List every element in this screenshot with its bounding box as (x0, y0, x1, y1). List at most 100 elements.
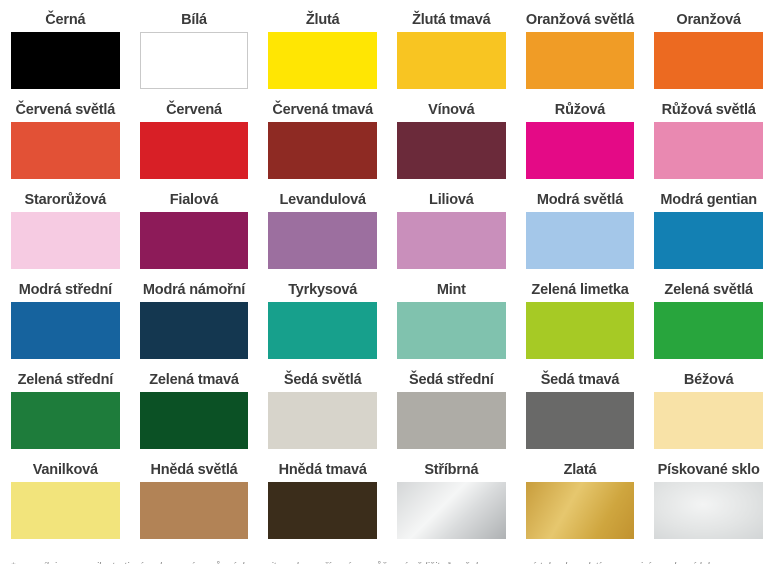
color-swatch (11, 482, 120, 539)
disclaimer-footnote: * vzorník je pouze ilustrativní, zobraze… (11, 561, 763, 564)
swatch-cell: Modrá gentian (654, 184, 763, 269)
swatch-cell: Šedá střední (396, 364, 506, 449)
color-swatch (654, 212, 763, 269)
swatch-label: Oranžová světlá (525, 12, 635, 28)
swatch-label: Modrá námořní (142, 282, 246, 298)
swatch-cell: Liliová (396, 184, 506, 269)
swatch-label: Béžová (683, 372, 734, 388)
swatch-cell: Červená (139, 94, 249, 179)
color-swatch (654, 122, 763, 179)
swatch-cell: Červená světlá (11, 94, 120, 179)
color-swatch (11, 302, 120, 359)
color-swatch (268, 212, 377, 269)
color-swatch (268, 122, 377, 179)
swatch-cell: Levandulová (268, 184, 377, 269)
color-swatch (268, 32, 377, 89)
color-swatch (268, 392, 377, 449)
color-swatch (268, 302, 377, 359)
swatch-label: Zelená limetka (531, 282, 629, 298)
swatch-label: Červená tmavá (272, 102, 373, 118)
color-swatch (139, 302, 249, 359)
swatch-cell: Oranžová (654, 4, 763, 89)
swatch-label: Žlutá (305, 12, 340, 28)
swatch-label: Žlutá tmavá (412, 12, 491, 28)
color-swatch (654, 392, 763, 449)
swatch-label: Hnědá světlá (150, 462, 238, 478)
swatch-cell: Růžová (525, 94, 635, 179)
swatch-label: Starorůžová (24, 192, 107, 208)
swatch-cell: Hnědá světlá (139, 454, 249, 539)
swatch-label: Černá (45, 12, 86, 28)
swatch-cell: Tyrkysová (268, 274, 377, 359)
swatch-label: Modrá střední (18, 282, 112, 298)
color-swatch (11, 32, 120, 89)
color-swatch (525, 122, 635, 179)
swatch-label: Liliová (429, 192, 474, 208)
color-swatch (396, 302, 506, 359)
swatch-label: Vanilková (32, 462, 98, 478)
swatch-label: Mint (436, 282, 466, 298)
swatch-cell: Mint (396, 274, 506, 359)
color-swatch (654, 482, 763, 539)
color-swatch (654, 302, 763, 359)
swatch-cell: Červená tmavá (268, 94, 377, 179)
color-swatch (139, 212, 249, 269)
color-swatch (139, 392, 249, 449)
color-swatch (11, 392, 120, 449)
swatch-cell: Vínová (396, 94, 506, 179)
color-swatch (396, 392, 506, 449)
color-swatch (11, 122, 120, 179)
swatch-label: Červená (166, 102, 222, 118)
color-swatch (396, 32, 506, 89)
color-swatch (654, 32, 763, 89)
swatch-cell: Modrá světlá (525, 184, 635, 269)
color-swatch-grid: Černá Bílá Žlutá Žlutá tmavá Oranžová sv… (11, 4, 763, 539)
color-swatch (268, 482, 377, 539)
swatch-label: Zelená světlá (664, 282, 753, 298)
swatch-label: Šedá světlá (283, 372, 362, 388)
color-swatch (525, 302, 635, 359)
color-swatch (139, 122, 249, 179)
swatch-label: Zelená střední (17, 372, 114, 388)
color-swatch (396, 212, 506, 269)
swatch-label: Šedá střední (409, 372, 494, 388)
color-swatch (11, 212, 120, 269)
swatch-cell: Černá (11, 4, 120, 89)
swatch-label: Růžová světlá (661, 102, 756, 118)
swatch-label: Levandulová (279, 192, 366, 208)
swatch-label: Oranžová (676, 12, 741, 28)
color-swatch (139, 32, 249, 89)
swatch-label: Hnědá tmavá (278, 462, 367, 478)
color-swatch (396, 122, 506, 179)
swatch-label: Červená světlá (15, 102, 116, 118)
swatch-cell: Stříbrná (396, 454, 506, 539)
swatch-label: Bílá (181, 12, 207, 28)
swatch-cell: Modrá střední (11, 274, 120, 359)
swatch-cell: Oranžová světlá (525, 4, 635, 89)
swatch-label: Modrá světlá (536, 192, 624, 208)
swatch-cell: Šedá tmavá (525, 364, 635, 449)
swatch-cell: Růžová světlá (654, 94, 763, 179)
swatch-cell: Zelená světlá (654, 274, 763, 359)
swatch-cell: Modrá námořní (139, 274, 249, 359)
swatch-cell: Bílá (139, 4, 249, 89)
swatch-label: Vínová (428, 102, 475, 118)
color-swatch (396, 482, 506, 539)
swatch-cell: Zelená limetka (525, 274, 635, 359)
swatch-cell: Starorůžová (11, 184, 120, 269)
swatch-label: Šedá tmavá (540, 372, 620, 388)
swatch-cell: Zelená tmavá (139, 364, 249, 449)
color-swatch (525, 482, 635, 539)
swatch-cell: Žlutá tmavá (396, 4, 506, 89)
swatch-cell: Zelená střední (11, 364, 120, 449)
swatch-cell: Hnědá tmavá (268, 454, 377, 539)
swatch-cell: Vanilková (11, 454, 120, 539)
color-swatch (525, 392, 635, 449)
swatch-label: Pískované sklo (657, 462, 760, 478)
swatch-cell: Pískované sklo (654, 454, 763, 539)
swatch-cell: Zlatá (525, 454, 635, 539)
swatch-label: Fialová (169, 192, 219, 208)
swatch-cell: Fialová (139, 184, 249, 269)
swatch-cell: Šedá světlá (268, 364, 377, 449)
